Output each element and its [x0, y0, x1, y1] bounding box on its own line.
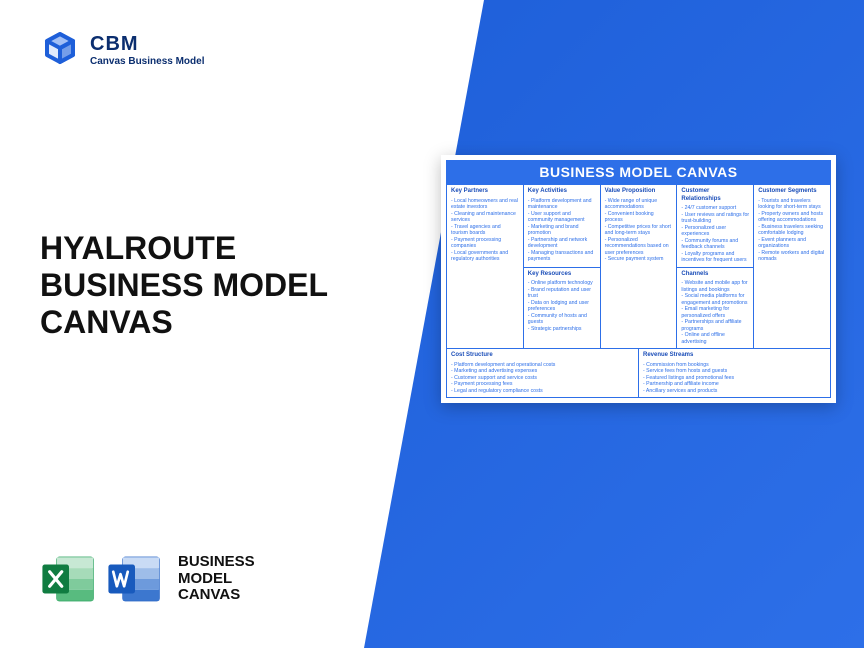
list-item: Brand reputation and user trust [528, 287, 596, 300]
cell-title: Revenue Streams [643, 352, 826, 360]
list-item: Personalized recommendations based on us… [605, 237, 673, 257]
file-label-line-3: CANVAS [178, 587, 255, 604]
list-item: Social media platforms for engagement an… [681, 293, 749, 306]
cell-items: Tourists and travelers looking for short… [758, 198, 826, 263]
list-item: Secure payment system [605, 256, 673, 263]
page-title: HYALROUTE BUSINESS MODEL CANVAS [40, 230, 328, 340]
canvas-header: BUSINESS MODEL CANVAS [446, 160, 831, 184]
file-label-line-2: MODEL [178, 571, 255, 588]
list-item: Business travelers seeking comfortable l… [758, 224, 826, 237]
cell-key-partners: Key Partners Local homeowners and real e… [447, 185, 524, 349]
list-item: Payment processing companies [451, 237, 519, 250]
title-line-2: BUSINESS MODEL [40, 267, 328, 304]
list-item: Property owners and hosts offering accom… [758, 211, 826, 224]
list-item: Cleaning and maintenance services [451, 211, 519, 224]
logo-title: CBM [90, 33, 204, 56]
logo-subtitle: Canvas Business Model [90, 56, 204, 67]
list-item: Managing transactions and payments [528, 250, 596, 263]
cell-title: Cost Structure [451, 352, 634, 360]
list-item: Website and mobile app for listings and … [681, 280, 749, 293]
list-item: Partnerships and affiliate programs [681, 319, 749, 332]
cell-cost-structure: Cost Structure Platform development and … [447, 349, 639, 398]
list-item: Marketing and brand promotion [528, 224, 596, 237]
cell-title: Key Partners [451, 188, 519, 196]
list-item: Partnership and network development [528, 237, 596, 250]
cell-title: Key Activities [528, 188, 596, 196]
canvas-bottom-row: Cost Structure Platform development and … [446, 349, 831, 398]
cell-items: Commission from bookingsService fees fro… [643, 362, 826, 395]
file-icons-block: BUSINESS MODEL CANVAS [40, 550, 255, 608]
list-item: Remote workers and digital nomads [758, 250, 826, 263]
list-item: User reviews and ratings for trust-build… [681, 212, 749, 225]
cell-customer-relationships: Customer Relationships 24/7 customer sup… [677, 185, 754, 268]
list-item: Online and offline advertising [681, 332, 749, 345]
list-item: Tourists and travelers looking for short… [758, 198, 826, 211]
cell-key-activities: Key Activities Platform development and … [524, 185, 601, 268]
cbm-logo-icon [40, 30, 80, 70]
list-item: Competitive prices for short and long-te… [605, 224, 673, 237]
cell-title: Key Resources [528, 271, 596, 279]
cell-items: Local homeowners and real estate investo… [451, 198, 519, 263]
file-label: BUSINESS MODEL CANVAS [178, 554, 255, 604]
cell-items: 24/7 customer supportUser reviews and ra… [681, 205, 749, 264]
list-item: Community forums and feedback channels [681, 238, 749, 251]
list-item: Platform development and maintenance [528, 198, 596, 211]
excel-icon [40, 550, 98, 608]
list-item: User support and community management [528, 211, 596, 224]
list-item: Strategic partnerships [528, 326, 596, 333]
canvas-grid: Key Partners Local homeowners and real e… [446, 184, 831, 349]
cell-title: Customer Relationships [681, 188, 749, 203]
cell-items: Website and mobile app for listings and … [681, 280, 749, 345]
cell-title: Customer Segments [758, 188, 826, 196]
logo-block: CBM Canvas Business Model [40, 30, 204, 70]
file-label-line-1: BUSINESS [178, 554, 255, 571]
cell-value-proposition: Value Proposition Wide range of unique a… [601, 185, 678, 349]
list-item: Wide range of unique accommodations [605, 198, 673, 211]
title-line-1: HYALROUTE [40, 230, 328, 267]
cell-items: Platform development and maintenanceUser… [528, 198, 596, 263]
cell-key-resources: Key Resources Online platform technology… [524, 268, 601, 350]
cell-channels: Channels Website and mobile app for list… [677, 268, 754, 350]
cell-title: Channels [681, 271, 749, 279]
canvas-card: BUSINESS MODEL CANVAS Key Partners Local… [441, 155, 836, 403]
list-item: Local homeowners and real estate investo… [451, 198, 519, 211]
list-item: Legal and regulatory compliance costs [451, 388, 634, 395]
list-item: Travel agencies and tourism boards [451, 224, 519, 237]
cell-title: Value Proposition [605, 188, 673, 196]
title-line-3: CANVAS [40, 304, 328, 341]
list-item: Ancillary services and products [643, 388, 826, 395]
word-icon [106, 550, 164, 608]
cell-customer-segments: Customer Segments Tourists and travelers… [754, 185, 831, 349]
cell-revenue-streams: Revenue Streams Commission from bookings… [639, 349, 831, 398]
list-item: Local governments and regulatory authori… [451, 250, 519, 263]
cell-items: Online platform technologyBrand reputati… [528, 280, 596, 332]
list-item: Data on lodging and user preferences [528, 300, 596, 313]
cell-items: Wide range of unique accommodationsConve… [605, 198, 673, 263]
list-item: Personalized user experiences [681, 225, 749, 238]
cell-items: Platform development and operational cos… [451, 362, 634, 395]
list-item: Online platform technology [528, 280, 596, 287]
list-item: Event planners and organizations [758, 237, 826, 250]
list-item: Convenient booking process [605, 211, 673, 224]
list-item: Community of hosts and guests [528, 313, 596, 326]
list-item: Loyalty programs and incentives for freq… [681, 251, 749, 264]
list-item: Email marketing for personalized offers [681, 306, 749, 319]
